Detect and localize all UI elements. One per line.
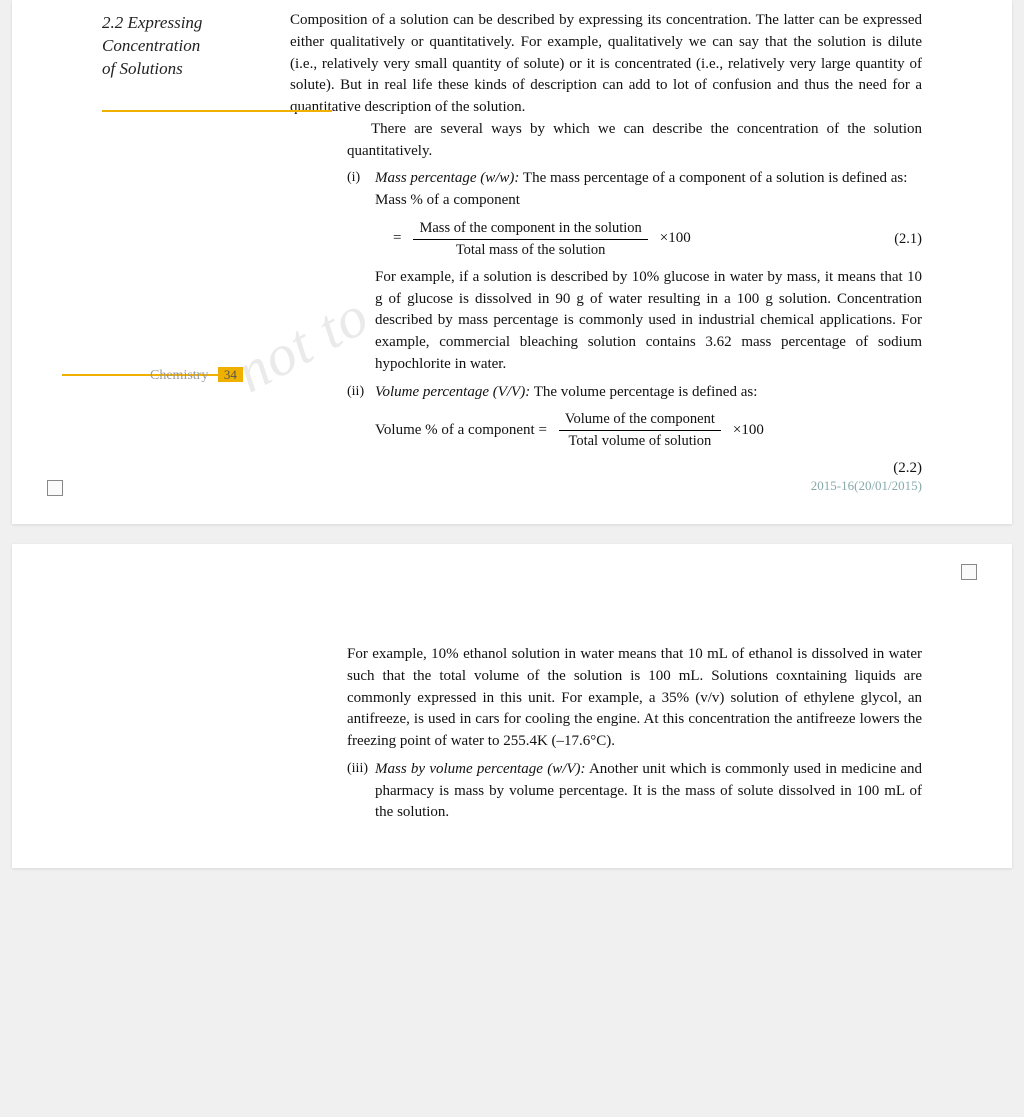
fraction-numerator: Mass of the component in the solution — [413, 218, 647, 240]
continuation-paragraph: For example, 10% ethanol solution in wat… — [347, 644, 922, 753]
fraction-denominator: Total mass of the solution — [450, 240, 612, 261]
list-marker: (i) — [347, 168, 360, 188]
times-100: ×100 — [660, 228, 691, 250]
formula-row: = Mass of the component in the solution … — [375, 218, 922, 261]
section-title-line3: of Solutions — [102, 59, 183, 78]
item-lead: The volume percentage is defined as: — [530, 384, 757, 400]
fraction-denominator: Total volume of solution — [563, 431, 718, 452]
times-100: ×100 — [733, 420, 764, 442]
list-item: (i) Mass percentage (w/w): The mass perc… — [347, 168, 922, 375]
list-item: (ii) Volume percentage (V/V): The volume… — [347, 382, 922, 481]
body-column: There are several ways by which we can d… — [347, 119, 922, 480]
section-title-line1: Expressing — [128, 13, 203, 32]
equation-number: (2.2) — [375, 458, 922, 480]
section-number: 2.2 — [102, 13, 123, 32]
intro-paragraph-2: There are several ways by which we can d… — [347, 119, 922, 163]
section-header-row: 2.2 Expressing Concentration of Solution… — [102, 10, 922, 119]
equals-sign: = — [375, 228, 401, 250]
section-title-line2: Concentration — [102, 36, 200, 55]
section-heading: 2.2 Expressing Concentration of Solution… — [102, 10, 272, 81]
definition-list: (i) Mass percentage (w/w): The mass perc… — [347, 168, 922, 480]
definition-list-cont: (iii) Mass by volume percentage (w/V): A… — [347, 759, 922, 824]
page-1: not to 2.2 Expressing Concentration of S… — [12, 0, 1012, 524]
item-title: Mass by volume percentage (w/V): — [375, 761, 586, 777]
heading-underline — [102, 110, 332, 112]
list-marker: (iii) — [347, 759, 368, 779]
footer-timestamp: 2015-16(20/01/2015) — [811, 478, 922, 494]
item-title: Volume percentage (V/V): — [375, 384, 530, 400]
item-title: Mass percentage (w/w): — [375, 170, 519, 186]
formula-label: Mass % of a component — [375, 190, 922, 212]
footer-page-number: 34 — [218, 367, 243, 382]
fraction-numerator: Volume of the component — [559, 409, 721, 431]
intro-paragraph: Composition of a solution can be describ… — [290, 10, 922, 119]
page-2: For example, 10% ethanol solution in wat… — [12, 544, 1012, 868]
list-marker: (ii) — [347, 382, 364, 402]
formula-label: Volume % of a component = — [375, 420, 547, 442]
footer-subject-row: Chemistry 34 — [150, 367, 243, 384]
crop-mark-icon — [961, 564, 977, 580]
formula-row: Volume % of a component = Volume of the … — [375, 409, 922, 452]
body-column: For example, 10% ethanol solution in wat… — [347, 644, 922, 824]
crop-mark-icon — [47, 480, 63, 496]
item-after-text: For example, if a solution is described … — [375, 267, 922, 376]
footer-subject: Chemistry — [150, 368, 208, 383]
fraction: Volume of the component Total volume of … — [559, 409, 721, 452]
equation-number: (2.1) — [864, 229, 922, 250]
list-item: (iii) Mass by volume percentage (w/V): A… — [347, 759, 922, 824]
item-lead: The mass percentage of a component of a … — [519, 170, 907, 186]
fraction: Mass of the component in the solution To… — [413, 218, 647, 261]
